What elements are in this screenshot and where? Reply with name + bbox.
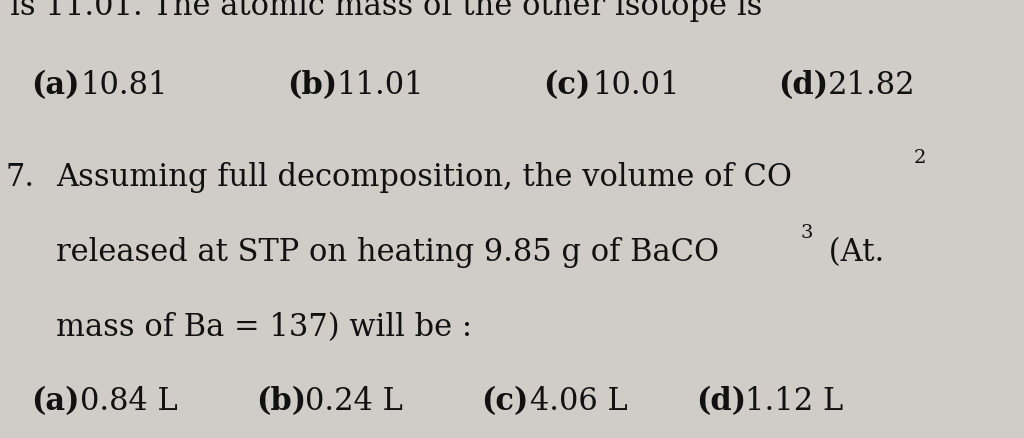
Text: (At.: (At.	[819, 237, 885, 268]
Text: 2: 2	[913, 148, 926, 167]
Text: 0.84 L: 0.84 L	[80, 385, 177, 417]
Text: 3: 3	[801, 223, 813, 241]
Text: 0.24 L: 0.24 L	[305, 385, 403, 417]
Text: 7.: 7.	[5, 162, 34, 193]
Text: (d): (d)	[696, 385, 746, 417]
Text: 10.01: 10.01	[592, 70, 679, 101]
Text: 1.12 L: 1.12 L	[745, 385, 844, 417]
Text: is 11.01. The atomic mass of the other isotope is: is 11.01. The atomic mass of the other i…	[10, 0, 763, 22]
Text: (b): (b)	[287, 70, 337, 101]
Text: released at STP on heating 9.85 g of BaCO: released at STP on heating 9.85 g of BaC…	[56, 237, 720, 268]
Text: (a): (a)	[31, 70, 79, 101]
Text: (c): (c)	[543, 70, 590, 101]
Text: 11.01: 11.01	[336, 70, 424, 101]
Text: (d): (d)	[778, 70, 828, 101]
Text: mass of Ba = 137) will be :: mass of Ba = 137) will be :	[56, 311, 472, 342]
Text: Assuming full decomposition, the volume of CO: Assuming full decomposition, the volume …	[56, 162, 793, 193]
Text: (c): (c)	[481, 385, 528, 417]
Text: (b): (b)	[256, 385, 306, 417]
Text: 10.81: 10.81	[80, 70, 167, 101]
Text: 21.82: 21.82	[827, 70, 915, 101]
Text: 4.06 L: 4.06 L	[530, 385, 628, 417]
Text: (a): (a)	[31, 385, 79, 417]
